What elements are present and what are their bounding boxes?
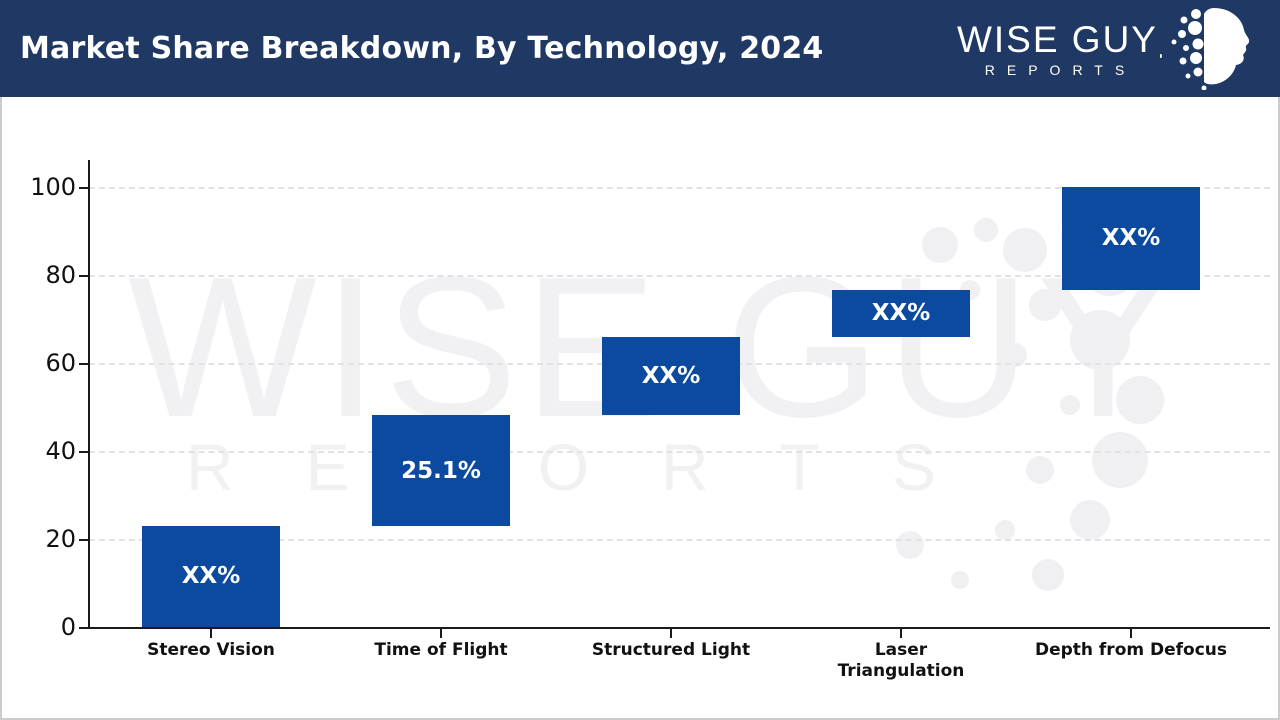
bar-segment-structured-light: XX%	[602, 336, 740, 416]
bar-segment-stereo-vision: XX%	[142, 525, 280, 627]
bar-value-label: XX%	[641, 362, 701, 389]
x-tick-4	[900, 629, 902, 638]
header-bar: Market Share Breakdown, By Technology, 2…	[0, 0, 1280, 97]
x-category-label-4: Laser Triangulation	[837, 640, 965, 682]
y-tick-80	[79, 275, 88, 277]
y-tick-label-100: 100	[30, 173, 76, 201]
x-tick-2	[440, 629, 442, 638]
y-axis-line	[88, 160, 90, 629]
y-tick-100	[79, 187, 88, 189]
gridline-40	[89, 451, 1270, 453]
y-tick-0	[79, 627, 88, 629]
x-tick-3	[670, 629, 672, 638]
y-tick-label-80: 80	[45, 261, 76, 289]
y-tick-label-60: 60	[45, 349, 76, 377]
chart-title: Market Share Breakdown, By Technology, 2…	[20, 31, 824, 66]
y-tick-20	[79, 539, 88, 541]
gridline-20	[89, 539, 1270, 541]
bar-segment-time-of-flight: 25.1%	[372, 415, 510, 526]
x-category-label-5: Depth from Defocus	[1034, 640, 1228, 660]
bar-segment-laser-triangulation: XX%	[832, 289, 970, 337]
watermark-subtext: REPORTS	[186, 430, 1008, 504]
y-tick-label-0: 0	[60, 613, 76, 641]
x-tick-5	[1130, 629, 1132, 638]
logo-face-icon	[1158, 4, 1252, 94]
bar-segment-depth-from-defocus: XX%	[1062, 187, 1200, 290]
x-tick-1	[210, 629, 212, 638]
bar-value-label: XX%	[1101, 225, 1161, 252]
x-category-label-3: Structured Light	[591, 640, 751, 660]
gridline-100	[89, 187, 1270, 189]
y-tick-label-20: 20	[45, 525, 76, 553]
x-axis-line	[86, 627, 1270, 629]
x-category-label-2: Time of Flight	[374, 640, 508, 660]
y-tick-40	[79, 451, 88, 453]
bar-value-label: XX%	[871, 300, 931, 327]
logo-subtext: REPORTS	[984, 61, 1137, 78]
y-tick-label-40: 40	[45, 437, 76, 465]
x-category-label-1: Stereo Vision	[147, 640, 275, 660]
bar-value-label: XX%	[181, 563, 241, 590]
logo-wordmark: WISE GUY	[956, 18, 1158, 60]
bar-value-label: 25.1%	[401, 457, 481, 484]
gridline-80	[89, 275, 1270, 277]
wise-guy-reports-logo: WISE GUY REPORTS	[957, 4, 1252, 94]
y-tick-60	[79, 363, 88, 365]
logo-text: WISE GUY REPORTS	[957, 21, 1158, 77]
